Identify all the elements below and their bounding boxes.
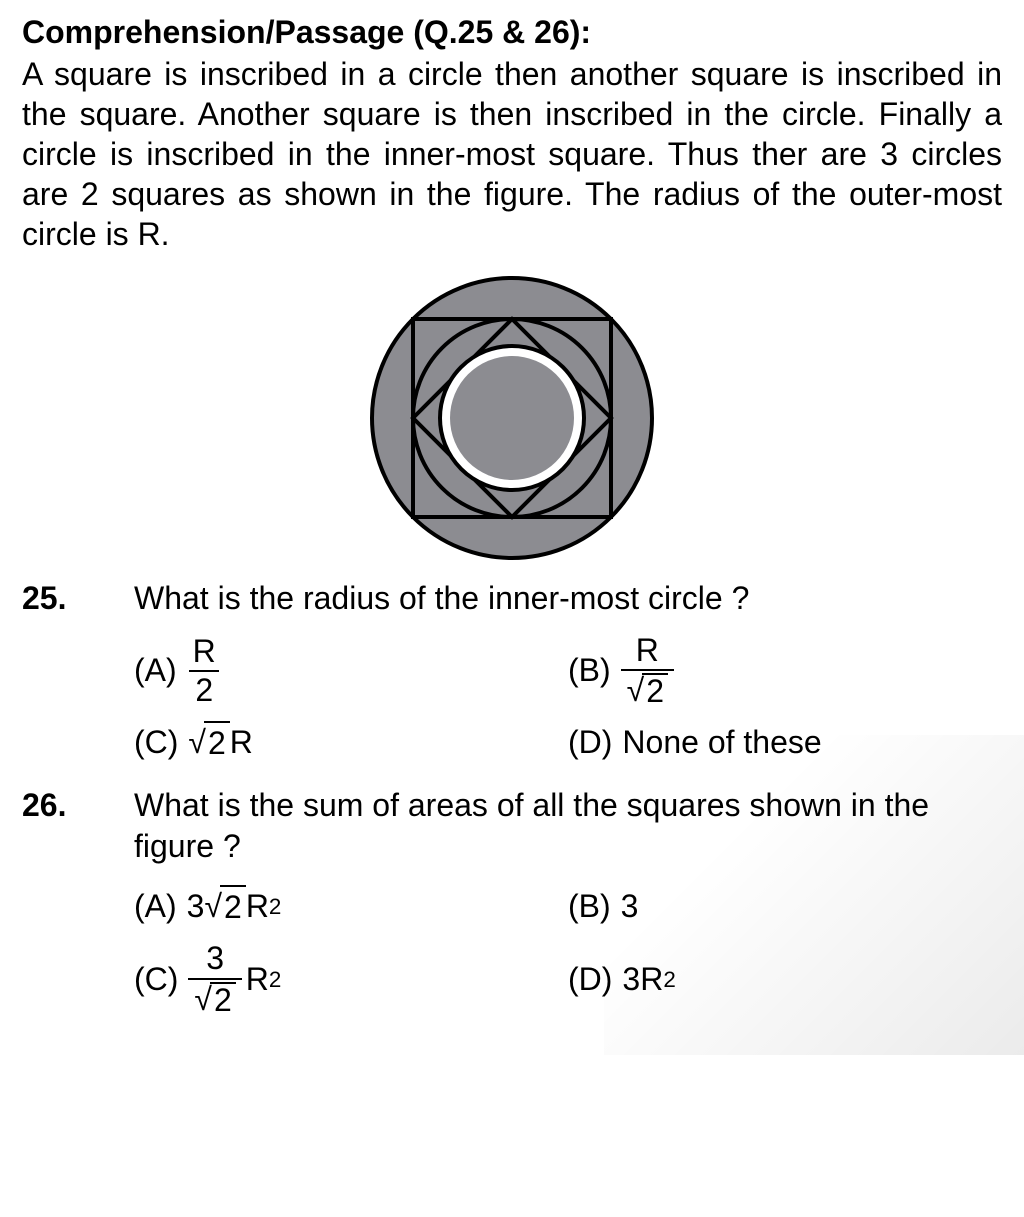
- question-25-body: What is the radius of the inner-most cir…: [134, 578, 1002, 777]
- q25-option-c-label: (C): [134, 722, 178, 764]
- q25-option-b-label: (B): [568, 650, 611, 692]
- question-25-row: 25. What is the radius of the inner-most…: [22, 578, 1002, 777]
- q25-c-after: R: [230, 722, 253, 764]
- q25-option-a: (A) R 2: [134, 635, 568, 708]
- q26-option-b-text: 3: [621, 886, 639, 928]
- q26-c-radicand: 2: [210, 982, 236, 1018]
- question-26-options: (A) 3 √ 2 R2 (B) 3 (C): [134, 882, 1002, 1017]
- q25-option-d-text: None of these: [622, 722, 821, 764]
- q25-c-radicand: 2: [204, 721, 230, 765]
- nested-figure: [362, 268, 662, 568]
- question-25-options: (A) R 2 (B) R √ 2: [134, 634, 1002, 767]
- q26-a-after: R: [246, 886, 269, 928]
- q25-option-d-label: (D): [568, 722, 612, 764]
- q26-options-row-1: (A) 3 √ 2 R2 (B) 3: [134, 882, 1002, 932]
- q25-b-radicand: 2: [642, 673, 668, 709]
- question-25-text: What is the radius of the inner-most cir…: [134, 580, 749, 616]
- q26-option-a: (A) 3 √ 2 R2: [134, 885, 568, 929]
- q26-c-denominator: √ 2: [188, 978, 241, 1018]
- q26-c-after: R: [246, 959, 269, 1001]
- q25-option-a-fraction: R 2: [187, 635, 222, 708]
- q26-d-pre: 3R: [622, 959, 663, 1001]
- q25-b-numerator: R: [630, 634, 665, 670]
- q26-option-b: (B) 3: [568, 886, 1002, 928]
- q26-c-sqrt: √ 2: [194, 982, 235, 1018]
- q25-option-b: (B) R √ 2: [568, 634, 1002, 709]
- q25-option-c: (C) √ 2 R: [134, 721, 568, 765]
- q25-options-row-2: (C) √ 2 R (D) None of these: [134, 719, 1002, 767]
- q26-option-a-label: (A): [134, 886, 177, 928]
- q26-a-radicand: 2: [220, 885, 246, 929]
- q25-options-row-1: (A) R 2 (B) R √ 2: [134, 634, 1002, 709]
- question-26-text: What is the sum of areas of all the squa…: [134, 787, 929, 865]
- question-25-number: 25.: [22, 578, 134, 620]
- question-26-number: 26.: [22, 785, 134, 827]
- question-26-body: What is the sum of areas of all the squa…: [134, 785, 1002, 1027]
- comprehension-heading: Comprehension/Passage (Q.25 & 26):: [22, 12, 1002, 52]
- figure-wrap: [22, 268, 1002, 568]
- q25-b-denominator: √ 2: [621, 669, 674, 709]
- q26-a-sqrt: √ 2: [204, 885, 245, 929]
- q25-option-d: (D) None of these: [568, 722, 1002, 764]
- passage-text: A square is inscribed in a circle then a…: [22, 54, 1002, 254]
- q25-option-a-label: (A): [134, 650, 177, 692]
- q25-a-numerator: R: [187, 635, 222, 671]
- question-26-row: 26. What is the sum of areas of all the …: [22, 785, 1002, 1027]
- q25-a-denominator: 2: [189, 670, 219, 708]
- q25-option-b-fraction: R √ 2: [621, 634, 674, 709]
- q25-c-sqrt: √ 2: [188, 721, 229, 765]
- q26-option-c-fraction: 3 √ 2: [188, 942, 241, 1017]
- q26-option-d-label: (D): [568, 959, 612, 1001]
- q26-c-numerator: 3: [200, 942, 230, 978]
- q25-b-sqrt: √ 2: [627, 673, 668, 709]
- q26-option-c-label: (C): [134, 959, 178, 1001]
- q26-option-d: (D) 3R2: [568, 959, 1002, 1001]
- page-container: Comprehension/Passage (Q.25 & 26): A squ…: [0, 0, 1024, 1055]
- q26-option-c: (C) 3 √ 2 R2: [134, 942, 568, 1017]
- q26-options-row-2: (C) 3 √ 2 R2 (D): [134, 942, 1002, 1017]
- q26-a-coef: 3: [187, 886, 205, 928]
- q26-option-b-label: (B): [568, 886, 611, 928]
